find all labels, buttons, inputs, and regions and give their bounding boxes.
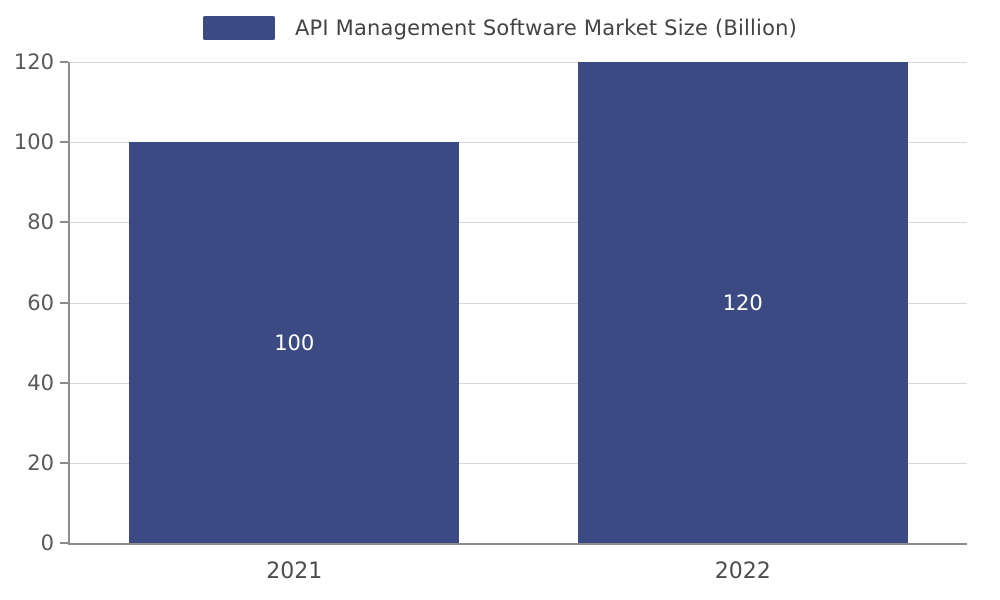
gridline bbox=[70, 302, 967, 304]
plot-area: 0 20 40 60 80 100 120 100 2021 120 2022 bbox=[14, 50, 967, 584]
y-tick-mark bbox=[60, 221, 68, 224]
y-tick-mark bbox=[60, 542, 68, 544]
gridline bbox=[70, 62, 967, 63]
bar-value-label: 120 bbox=[722, 290, 763, 315]
bar-value-label: 100 bbox=[274, 330, 315, 355]
y-tick-mark bbox=[60, 301, 68, 304]
y-tick-label: 20 bbox=[27, 450, 54, 475]
gridline bbox=[70, 142, 967, 144]
y-tick-label: 40 bbox=[27, 370, 54, 395]
y-tick-mark bbox=[60, 61, 68, 63]
gridline bbox=[70, 462, 967, 464]
y-tick-label: 0 bbox=[40, 531, 54, 555]
y-tick-label: 60 bbox=[27, 290, 54, 315]
y-tick-mark bbox=[60, 141, 68, 144]
y-tick-label: 80 bbox=[27, 210, 54, 235]
gridline bbox=[70, 222, 967, 224]
y-tick-label: 100 bbox=[13, 130, 54, 155]
x-tick-label: 2021 bbox=[266, 559, 323, 584]
x-tick-label: 2022 bbox=[714, 559, 771, 584]
y-tick-label: 120 bbox=[13, 50, 54, 74]
chart-legend: API Management Software Market Size (Bil… bbox=[0, 16, 1000, 40]
y-tick-mark bbox=[60, 461, 68, 464]
bar: 120 bbox=[577, 62, 908, 543]
legend-label: API Management Software Market Size (Bil… bbox=[294, 16, 798, 40]
y-tick-mark bbox=[60, 381, 68, 384]
bar: 100 bbox=[129, 142, 460, 543]
gridline bbox=[70, 382, 967, 384]
legend-swatch bbox=[202, 16, 275, 40]
